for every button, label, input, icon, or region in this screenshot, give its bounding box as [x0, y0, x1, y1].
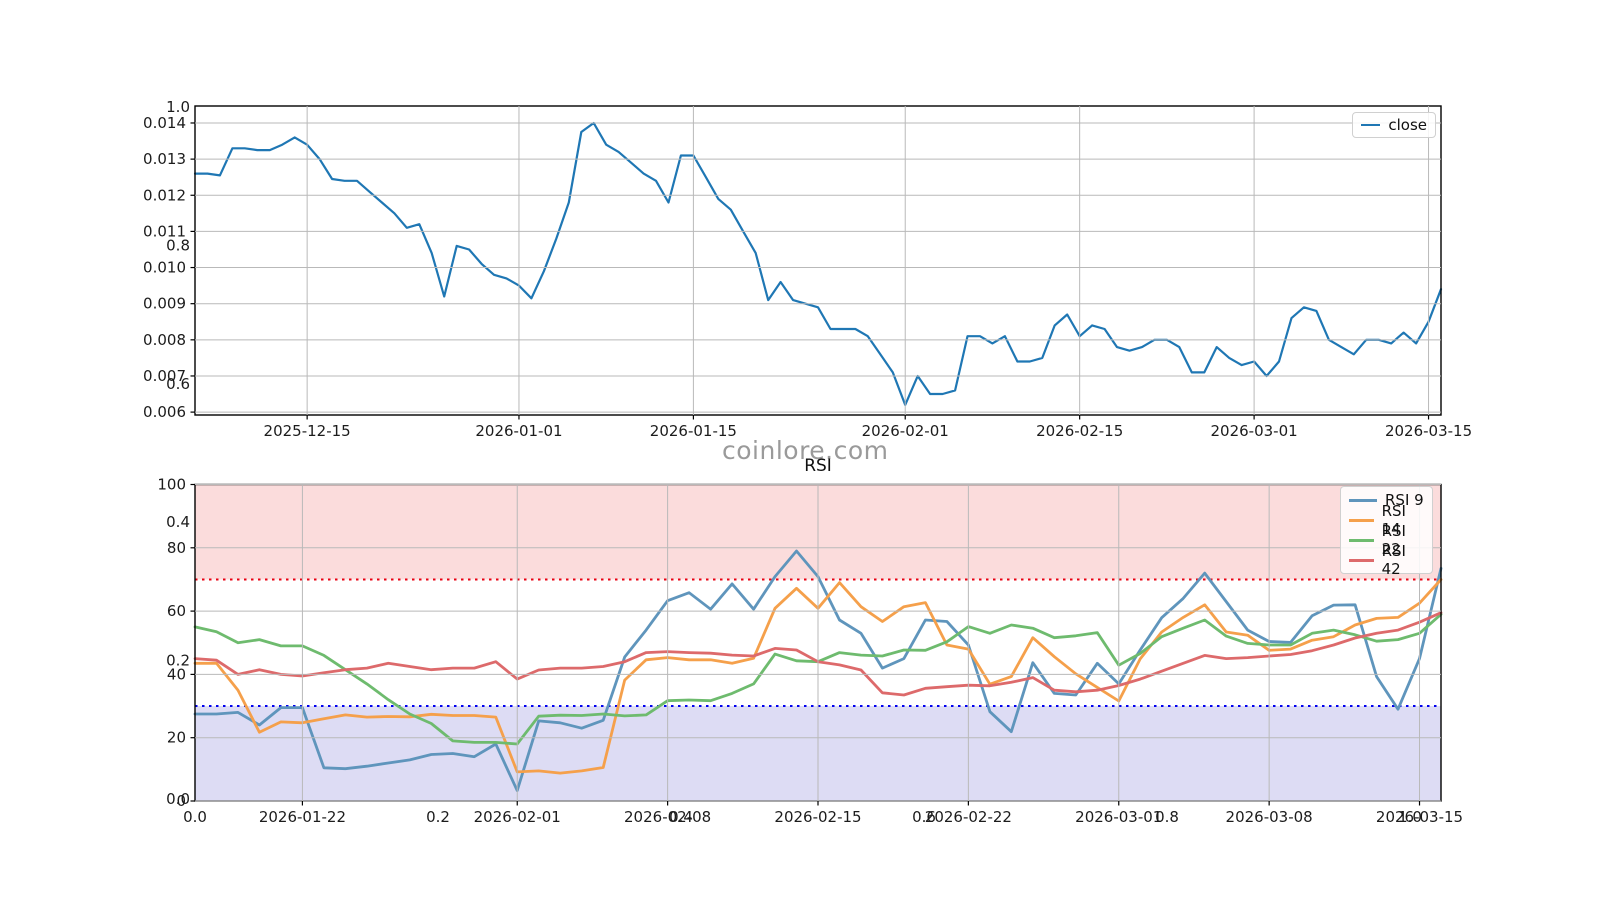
price-chart-border — [194, 105, 1442, 416]
svg-text:0.013: 0.013 — [143, 150, 186, 168]
price-legend-item-close: close — [1361, 116, 1427, 134]
svg-text:2026-02-15: 2026-02-15 — [774, 808, 861, 826]
rsi14-line-swatch-icon — [1349, 518, 1374, 522]
svg-text:2026-01-22: 2026-01-22 — [259, 808, 346, 826]
svg-text:0.4: 0.4 — [669, 808, 693, 826]
svg-text:100: 100 — [157, 476, 186, 494]
rsi-legend: RSI 9 RSI 14 RSI 22 RSI 42 — [1340, 486, 1433, 578]
svg-text:2026-02-22: 2026-02-22 — [925, 808, 1012, 826]
watermark: coinlore.com — [722, 436, 889, 465]
overlay-axis-labels: 1.0 0.8 0.6 0.4 0.2 0.00.0 0.2 0.4 0.6 0.8 1.0 — [166, 98, 1422, 826]
svg-text:2026-02-08: 2026-02-08 — [624, 808, 711, 826]
svg-text:2025-12-15: 2025-12-15 — [264, 422, 351, 440]
svg-text:2026-02-15: 2026-02-15 — [1036, 422, 1123, 440]
svg-text:0.009: 0.009 — [143, 295, 186, 313]
price-legend: close — [1352, 112, 1436, 138]
rsi22-line-swatch-icon — [1349, 538, 1374, 542]
svg-text:1.0: 1.0 — [166, 98, 190, 116]
rsi-legend-item-9: RSI 9 — [1349, 490, 1424, 510]
svg-text:2026-02-01: 2026-02-01 — [474, 808, 561, 826]
rsi-legend-item-42: RSI 42 — [1349, 542, 1424, 578]
price-chart-tick-labels: 2025-12-15 2026-01-01 2026-01-15 2026-02-01… — [143, 114, 1472, 440]
svg-text:0.006: 0.006 — [143, 403, 186, 421]
svg-text:20: 20 — [167, 729, 186, 747]
svg-text:0.010: 0.010 — [143, 259, 186, 277]
svg-text:0.008: 0.008 — [143, 331, 186, 349]
svg-text:0.8: 0.8 — [1155, 808, 1179, 826]
rsi42-line-swatch-icon — [1349, 558, 1374, 562]
svg-text:0: 0 — [176, 792, 186, 810]
svg-text:0.6: 0.6 — [912, 808, 936, 826]
svg-text:2026-03-15: 2026-03-15 — [1385, 422, 1472, 440]
svg-text:0.014: 0.014 — [143, 114, 186, 132]
price-chart — [193, 105, 1443, 416]
svg-text:2026-03-08: 2026-03-08 — [1226, 808, 1313, 826]
svg-text:0.0: 0.0 — [166, 790, 190, 808]
svg-text:0.2: 0.2 — [166, 652, 190, 670]
rsi9-line-swatch-icon — [1349, 498, 1377, 502]
svg-text:0.007: 0.007 — [143, 367, 186, 385]
svg-text:80: 80 — [167, 539, 186, 557]
rsi-legend-item-14: RSI 14 — [1349, 502, 1424, 538]
close-line-swatch-icon — [1361, 124, 1381, 126]
rsi-chart-grid — [195, 484, 1441, 802]
svg-text:40: 40 — [167, 665, 186, 683]
rsi-legend-label-14: RSI 14 — [1381, 502, 1406, 538]
rsi-legend-item-22: RSI 22 — [1349, 522, 1424, 558]
close-line — [193, 121, 1443, 406]
svg-text:0.0: 0.0 — [183, 808, 207, 826]
svg-text:0.2: 0.2 — [426, 808, 450, 826]
svg-text:0.011: 0.011 — [143, 222, 186, 240]
svg-text:2026-03-01: 2026-03-01 — [1211, 422, 1298, 440]
svg-text:2026-03-15: 2026-03-15 — [1376, 808, 1463, 826]
svg-text:2026-03-01: 2026-03-01 — [1075, 808, 1162, 826]
svg-text:0.6: 0.6 — [166, 375, 190, 393]
svg-text:0.8: 0.8 — [166, 236, 190, 254]
svg-text:0.012: 0.012 — [143, 186, 186, 204]
rsi-legend-label-22: RSI 22 — [1381, 522, 1406, 558]
rsi-legend-label-9: RSI 9 — [1385, 491, 1424, 509]
svg-text:60: 60 — [167, 602, 186, 620]
rsi-chart-tick-labels: 2026-01-22 2026-02-01 2026-02-08 2026-02-15… — [157, 476, 1463, 827]
rsi-panel-title: RSI — [804, 456, 832, 476]
svg-text:0.4: 0.4 — [166, 513, 190, 531]
price-chart-grid — [195, 106, 1441, 415]
svg-text:2026-02-01: 2026-02-01 — [862, 422, 949, 440]
rsi-legend-label-42: RSI 42 — [1381, 542, 1406, 578]
svg-text:2026-01-15: 2026-01-15 — [650, 422, 737, 440]
svg-text:2026-01-01: 2026-01-01 — [475, 422, 562, 440]
svg-text:1.0: 1.0 — [1398, 808, 1422, 826]
price-legend-label: close — [1388, 116, 1427, 134]
